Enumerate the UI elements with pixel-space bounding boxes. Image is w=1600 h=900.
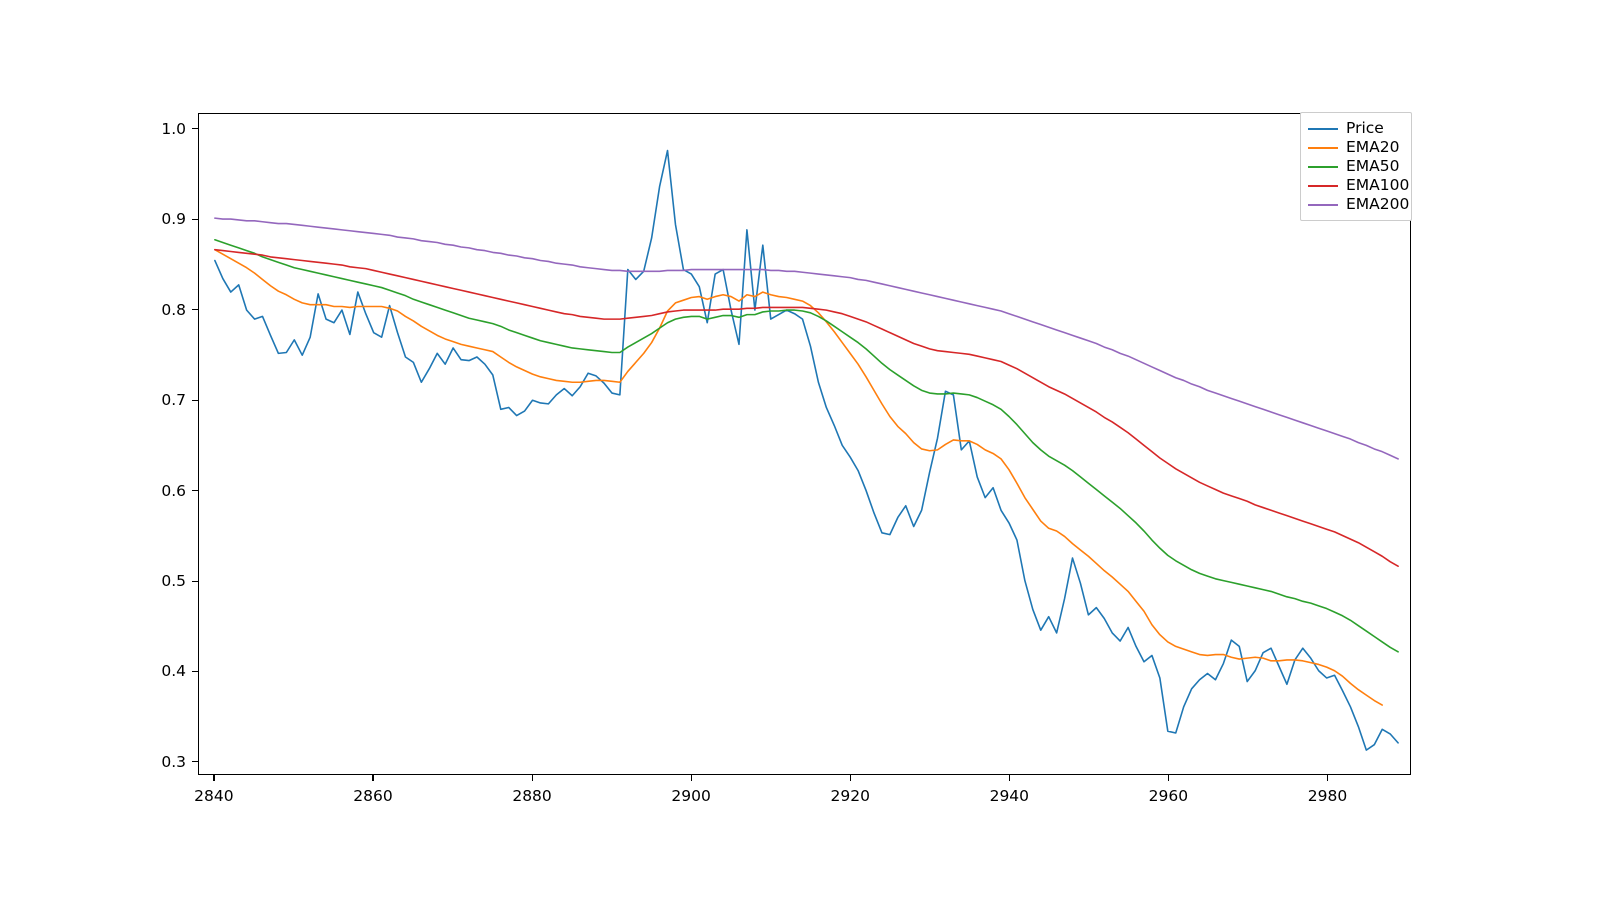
y-tick-label: 1.0: [161, 119, 186, 138]
x-tick-label: 2880: [512, 787, 552, 805]
legend-color-swatch: [1308, 184, 1338, 187]
y-tick-mark: [192, 309, 198, 311]
x-tick-label: 2900: [671, 787, 711, 805]
legend-label: Price: [1346, 118, 1384, 137]
x-tick-mark: [213, 775, 215, 781]
chart-legend[interactable]: Price EMA20 EMA50 EMA100 EMA200: [1300, 112, 1412, 221]
legend-item-ema20[interactable]: EMA20: [1308, 138, 1404, 157]
legend-color-swatch: [1308, 127, 1338, 130]
x-tick-label: 2940: [989, 787, 1030, 805]
y-tick-label: 0.7: [161, 391, 186, 410]
legend-color-swatch: [1308, 165, 1338, 168]
x-tick-mark: [372, 775, 374, 781]
y-tick-label: 0.3: [161, 752, 186, 771]
x-tick-label: 2960: [1148, 787, 1189, 805]
x-tick-mark: [1167, 775, 1169, 781]
y-tick-label: 0.9: [161, 210, 186, 229]
y-tick-mark: [192, 580, 198, 582]
x-tick-mark: [1008, 775, 1010, 781]
series-line-ema50: [214, 238, 1399, 653]
legend-label: EMA50: [1346, 156, 1400, 175]
legend-label: EMA100: [1346, 175, 1410, 194]
legend-color-swatch: [1308, 146, 1338, 149]
series-line-price: [214, 149, 1399, 751]
y-tick-mark: [192, 128, 198, 130]
legend-item-ema200[interactable]: EMA200: [1308, 195, 1409, 214]
x-tick-mark: [849, 775, 851, 781]
y-tick-mark: [192, 399, 198, 401]
y-tick-mark: [192, 490, 198, 492]
series-line-ema200: [214, 217, 1399, 460]
plot-area: [198, 113, 1411, 775]
legend-item-price[interactable]: Price: [1308, 119, 1404, 138]
legend-label: EMA20: [1346, 137, 1400, 156]
series-line-ema100: [214, 248, 1399, 567]
y-tick-label: 0.4: [161, 662, 186, 681]
legend-color-swatch: [1308, 203, 1338, 206]
y-tick-label: 0.6: [161, 481, 186, 500]
x-tick-label: 2860: [353, 787, 393, 805]
x-tick-label: 2920: [830, 787, 870, 805]
x-tick-mark: [1326, 775, 1329, 781]
x-tick-mark: [690, 775, 692, 781]
y-tick-mark: [192, 761, 198, 763]
legend-item-ema50[interactable]: EMA50: [1308, 157, 1404, 176]
x-tick-label: 2840: [194, 787, 234, 805]
chart-lines: [214, 149, 1399, 751]
y-tick-label: 0.5: [161, 572, 186, 590]
y-tick-label: 0.8: [161, 300, 186, 319]
series-line-ema20: [214, 248, 1384, 706]
legend-label: EMA200: [1346, 194, 1410, 213]
x-tick-mark: [531, 775, 533, 781]
y-tick-mark: [192, 218, 198, 220]
y-tick-mark: [192, 670, 198, 673]
x-tick-label: 2980: [1307, 787, 1348, 805]
legend-item-ema100[interactable]: EMA100: [1308, 176, 1409, 195]
